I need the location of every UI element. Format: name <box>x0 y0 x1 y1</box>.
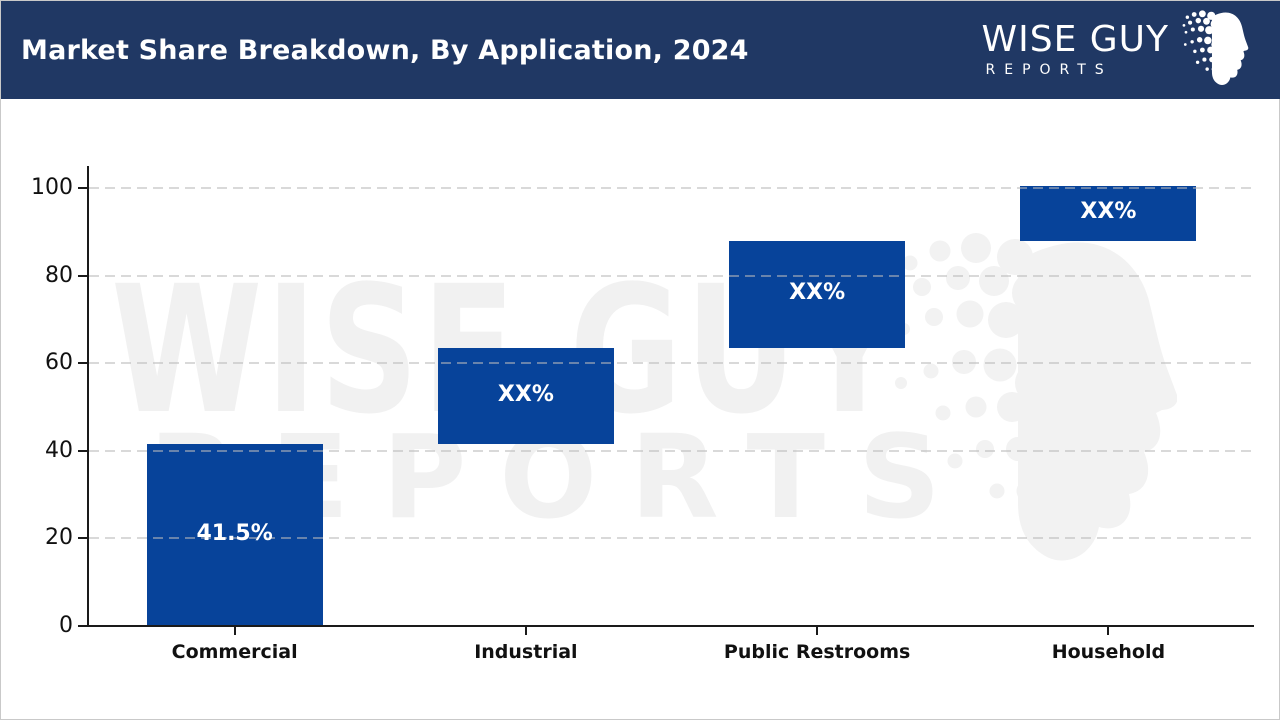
gridline-40 <box>89 449 1254 452</box>
y-axis-tick-label-100: 100 <box>31 175 73 200</box>
logo-reports-label: REPORTS <box>985 62 1113 78</box>
gridline-60 <box>89 362 1254 365</box>
y-axis-tick-0 <box>78 625 87 627</box>
y-axis-tick-80 <box>78 274 87 277</box>
x-axis-tick-public-restrooms <box>816 627 819 635</box>
y-axis-tick-label-60: 60 <box>45 350 73 376</box>
bar-value-label-public-restrooms: XX% <box>789 280 846 306</box>
category-label-household: Household <box>1051 641 1166 663</box>
x-axis-tick-household <box>1107 627 1110 635</box>
y-axis-tick-40 <box>78 449 87 452</box>
bar-value-label-industrial: XX% <box>497 382 554 408</box>
x-axis-line <box>87 625 1254 627</box>
wise-guy-reports-logo: WISE GUY REPORTS <box>982 9 1258 91</box>
watermark-dotted-head <box>877 227 1177 587</box>
bar-public-restrooms <box>729 240 906 348</box>
y-axis-tick-label-40: 40 <box>45 437 73 463</box>
y-axis-tick-label-20: 20 <box>45 525 73 551</box>
bar-value-label-commercial: 41.5% <box>196 521 273 547</box>
y-axis-tick-label-80: 80 <box>45 262 73 288</box>
page-title: Market Share Breakdown, By Application, … <box>21 34 749 66</box>
y-axis-tick-label-0: 0 <box>59 613 73 638</box>
category-label-industrial: Industrial <box>474 641 578 663</box>
y-axis-tick-100 <box>78 187 87 189</box>
bar-commercial <box>146 444 323 626</box>
gridline-100 <box>89 187 1254 189</box>
y-axis-tick-60 <box>78 362 87 365</box>
logo-text: WISE GUY REPORTS <box>981 19 1170 79</box>
logo-dotted-head-icon <box>1171 9 1257 91</box>
category-label-commercial: Commercial <box>171 641 298 663</box>
y-axis-tick-20 <box>78 537 87 540</box>
gridline-20 <box>89 537 1254 540</box>
bar-household <box>1020 185 1197 241</box>
x-axis-tick-industrial <box>524 627 527 635</box>
x-axis-tick-commercial <box>233 627 236 635</box>
category-label-public-restrooms: Public Restrooms <box>723 641 911 663</box>
logo-wiseguy-label: WISE GUY <box>981 19 1169 60</box>
header-bar: Market Share Breakdown, By Application, … <box>1 1 1280 99</box>
gridline-80 <box>89 274 1254 277</box>
bar-value-label-household: XX% <box>1080 199 1137 225</box>
y-axis-line <box>87 166 89 627</box>
